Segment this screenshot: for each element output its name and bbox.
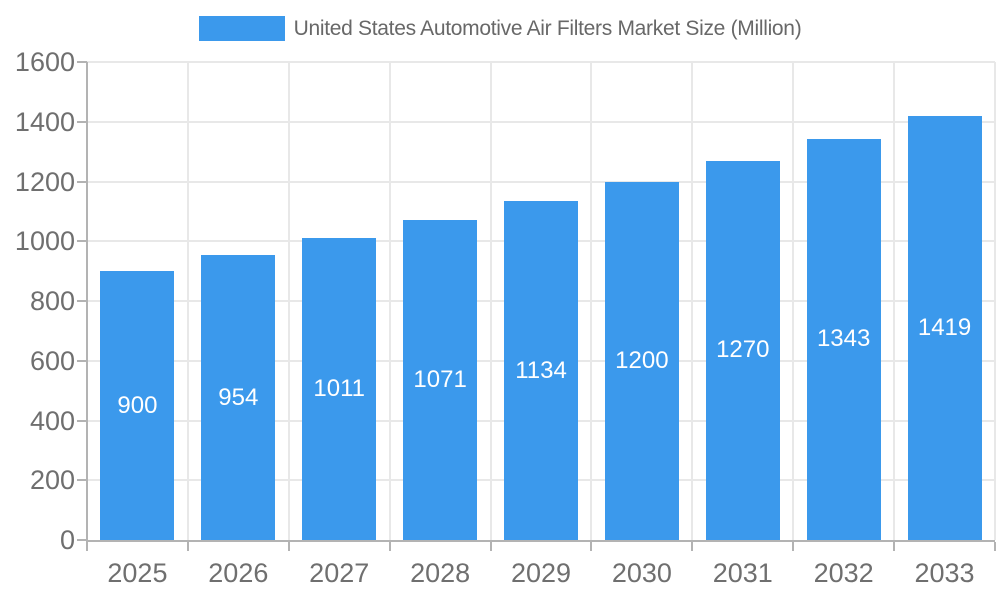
bar-value-label-2027: 1011 <box>313 374 366 402</box>
x-tick-3 <box>388 542 391 551</box>
y-tick-800 <box>77 300 87 302</box>
y-tick-200 <box>77 479 87 482</box>
x-tick-5 <box>590 542 593 551</box>
y-tick-label-1600: 1600 <box>14 47 75 77</box>
x-tick-label-2025: 2025 <box>107 558 168 588</box>
bar-value-label-2032: 1343 <box>816 325 871 353</box>
y-tick-label-800: 800 <box>29 286 75 316</box>
bar-2027[interactable]: 1011 <box>302 237 377 540</box>
gridline-v-7 <box>792 62 795 540</box>
bar-2025[interactable]: 900 <box>100 271 175 540</box>
y-tick-label-1400: 1400 <box>14 106 75 137</box>
y-tick-1600 <box>77 61 87 63</box>
bar-value-label-2030: 1200 <box>615 346 669 374</box>
gridline-v-9 <box>994 62 996 540</box>
bar-2032[interactable]: 1343 <box>806 138 881 540</box>
y-tick-400 <box>77 419 87 422</box>
x-tick-label-2027: 2027 <box>309 558 370 588</box>
x-tick-label-2029: 2029 <box>510 558 572 588</box>
y-tick-label-1200: 1200 <box>14 166 75 197</box>
x-tick-label-2033: 2033 <box>914 558 975 588</box>
bar-value-label-2033: 1419 <box>917 314 972 342</box>
bar-2026[interactable]: 954 <box>201 255 276 540</box>
bar-2031[interactable]: 1270 <box>705 160 780 540</box>
y-tick-600 <box>77 359 87 362</box>
y-axis-line <box>86 62 88 542</box>
y-tick-0 <box>77 539 87 541</box>
bar-2033[interactable]: 1419 <box>907 116 982 540</box>
y-tick-label-400: 400 <box>29 405 75 436</box>
x-tick-label-2032: 2032 <box>813 558 874 588</box>
x-tick-label-2026: 2026 <box>208 558 269 588</box>
gridline-v-1 <box>186 62 189 540</box>
x-tick-label-2030: 2030 <box>611 558 672 588</box>
x-axis-line <box>87 540 995 542</box>
y-tick-label-200: 200 <box>29 465 75 496</box>
y-tick-label-0: 0 <box>59 525 75 555</box>
gridline-v-4 <box>489 62 492 540</box>
gridline-h-1600 <box>87 61 995 63</box>
bar-value-label-2029: 1134 <box>515 356 567 384</box>
legend: United States Automotive Air Filters Mar… <box>0 16 1000 41</box>
x-tick-7 <box>792 542 795 551</box>
bar-value-label-2028: 1071 <box>413 366 467 394</box>
x-tick-1 <box>186 542 189 551</box>
bar-2030[interactable]: 1200 <box>604 181 679 540</box>
x-tick-8 <box>893 542 896 551</box>
gridline-h-1200 <box>87 180 995 183</box>
bar-value-label-2025: 900 <box>117 391 158 419</box>
x-tick-9 <box>994 542 996 551</box>
x-tick-4 <box>489 542 492 551</box>
x-tick-label-2031: 2031 <box>712 558 773 588</box>
bar-value-label-2026: 954 <box>218 383 259 411</box>
gridline-v-3 <box>388 62 391 540</box>
gridline-v-5 <box>590 62 593 540</box>
x-tick-6 <box>691 542 694 551</box>
y-tick-label-1000: 1000 <box>14 226 75 257</box>
gridline-v-6 <box>691 62 694 540</box>
bar-2029[interactable]: 1134 <box>504 201 578 540</box>
x-tick-2 <box>287 542 290 551</box>
legend-label: United States Automotive Air Filters Mar… <box>293 16 802 40</box>
bar-2028[interactable]: 1071 <box>403 220 478 540</box>
x-tick-label-2028: 2028 <box>410 558 471 588</box>
y-tick-label-600: 600 <box>29 345 75 376</box>
legend-item[interactable]: United States Automotive Air Filters Mar… <box>198 16 802 41</box>
y-tick-1400 <box>77 120 87 123</box>
gridline-h-1400 <box>87 120 995 123</box>
gridline-v-2 <box>287 62 290 540</box>
legend-swatch <box>198 16 285 41</box>
plot-area: 900 954 1011 1071 1134 1200 1270 1343 1419 <box>87 61 996 540</box>
y-tick-1200 <box>77 180 87 183</box>
x-tick-0 <box>86 542 88 551</box>
y-tick-1000 <box>77 240 87 243</box>
bar-value-label-2031: 1270 <box>716 336 770 364</box>
gridline-v-8 <box>893 62 896 540</box>
